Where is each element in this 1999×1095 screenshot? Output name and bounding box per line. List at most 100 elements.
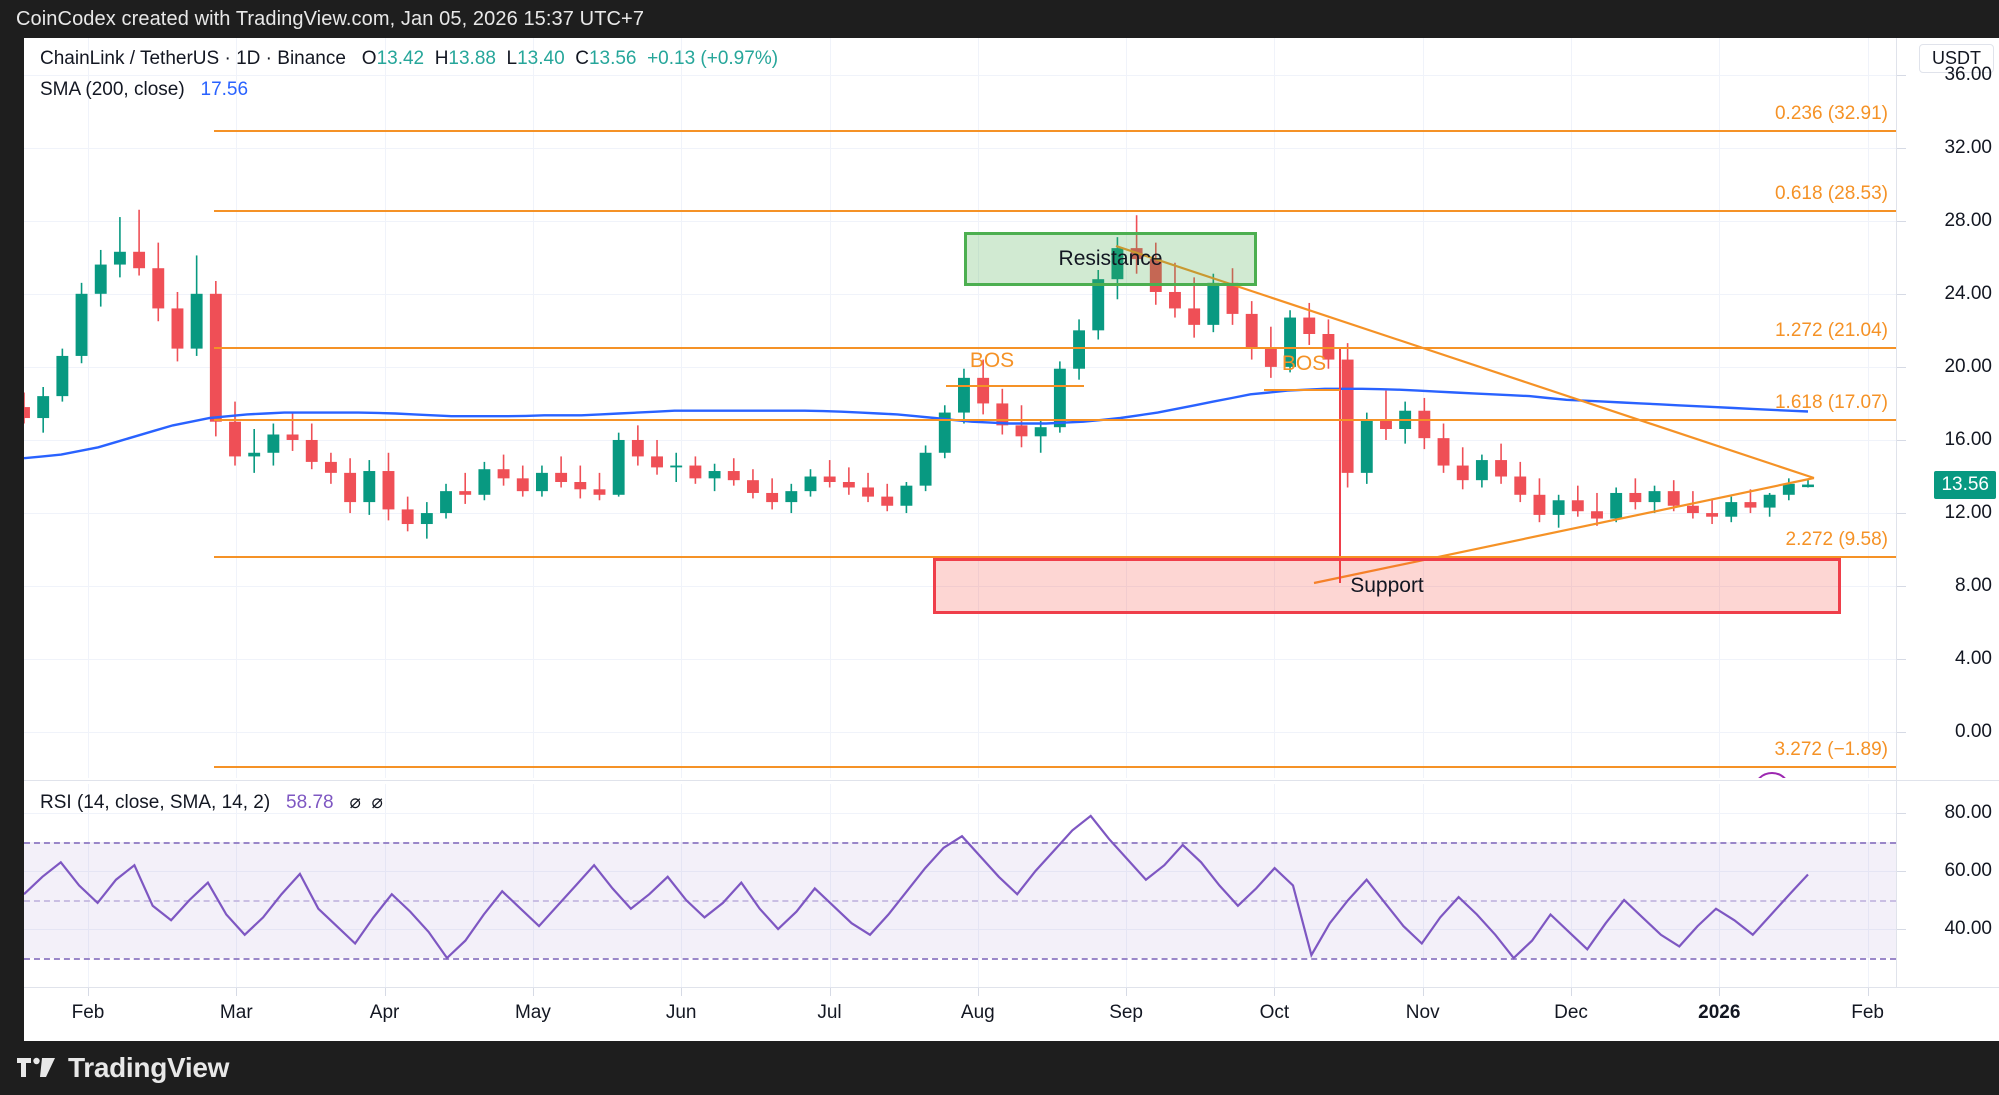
fib-level-label: 3.272 (−1.89) bbox=[1774, 738, 1888, 760]
legend-close-key: C bbox=[575, 48, 589, 69]
price-axis[interactable]: USDT 36.00 32.00 28.00 24.00 20.00 16.00 12.00… bbox=[1896, 38, 1999, 987]
fib-level-line[interactable] bbox=[214, 346, 1896, 349]
time-axis-tick bbox=[829, 988, 831, 996]
chart-canvas[interactable]: 0.236 (32.91) 0.618 (28.53) 1.272 (21.04) 1… bbox=[24, 38, 1999, 1042]
time-gridline bbox=[1422, 38, 1424, 778]
price-axis-unit[interactable]: USDT bbox=[1919, 44, 1994, 73]
legend-high-key: H bbox=[434, 48, 449, 69]
fib-level-line[interactable] bbox=[214, 765, 1896, 768]
rsi-legend[interactable]: RSI (14, close, SMA, 14, 2) 58.78 ⌀ ⌀ bbox=[40, 788, 383, 817]
bos-label-left: BOS bbox=[969, 349, 1015, 372]
legend-dot-1: · bbox=[224, 48, 237, 69]
rsi-time-gridline bbox=[1867, 784, 1869, 987]
time-axis-tick bbox=[1422, 988, 1424, 996]
watermark-bar: CoinCodex created with TradingView.com, … bbox=[0, 0, 1999, 38]
price-legend[interactable]: ChainLink / TetherUS · 1D · Binance O 13.… bbox=[40, 44, 778, 105]
legend-dot-2: · bbox=[265, 48, 278, 69]
rsi-extra-1: ⌀ bbox=[349, 792, 361, 813]
time-axis-label: Feb bbox=[71, 1002, 105, 1023]
rsi-extra-2: ⌀ bbox=[371, 792, 383, 813]
time-axis-label: Aug bbox=[960, 1002, 995, 1023]
time-axis[interactable]: Feb Mar Apr May Jun Jul Aug Sep Oct Nov Dec 2026 Feb bbox=[24, 987, 1999, 1042]
time-gridline bbox=[829, 38, 831, 778]
time-axis-tick bbox=[1867, 988, 1869, 996]
price-axis-label: 12.00 bbox=[1944, 502, 1992, 524]
rsi-level-30 bbox=[24, 958, 1896, 960]
time-axis-label: Nov bbox=[1405, 1002, 1440, 1023]
time-axis-label: Dec bbox=[1554, 1002, 1588, 1023]
sma-indicator-title[interactable]: SMA (200, close) bbox=[40, 79, 185, 101]
time-axis-label: Apr bbox=[369, 1002, 400, 1023]
time-axis-label: Feb bbox=[1851, 1002, 1884, 1023]
fib-level-line[interactable] bbox=[214, 130, 1896, 132]
rsi-axis-tick bbox=[1897, 813, 1906, 814]
pane-divider[interactable] bbox=[24, 780, 1999, 781]
rsi-indicator-title[interactable]: RSI (14, close, SMA, 14, 2) bbox=[40, 792, 271, 813]
time-axis-tick bbox=[1274, 988, 1276, 996]
time-axis-label: Mar bbox=[219, 1002, 253, 1023]
fib-level-label: 1.618 (17.07) bbox=[1774, 392, 1888, 414]
legend-exchange[interactable]: Binance bbox=[277, 48, 346, 69]
fib-level-label: 0.236 (32.91) bbox=[1774, 103, 1888, 124]
time-axis-label: Sep bbox=[1109, 1002, 1143, 1023]
rsi-axis-label: 60.00 bbox=[1944, 860, 1992, 881]
rsi-axis-label: 80.00 bbox=[1944, 802, 1992, 823]
price-axis-tick bbox=[1897, 659, 1906, 661]
rsi-gridline bbox=[24, 813, 1896, 814]
tradingview-brand[interactable]: TradingView bbox=[0, 1052, 229, 1084]
current-price-label[interactable]: 13.56 bbox=[1934, 470, 1996, 499]
sma-indicator-value: 17.56 bbox=[200, 79, 249, 101]
time-axis-tick bbox=[1126, 988, 1128, 996]
legend-change: +0.13 (+0.97%) bbox=[647, 48, 779, 69]
time-gridline bbox=[977, 38, 979, 778]
legend-sma-row[interactable]: SMA (200, close) 17.56 bbox=[40, 75, 778, 104]
footer-bar: TradingView bbox=[0, 1041, 1999, 1095]
sma-200-line bbox=[24, 387, 1809, 460]
price-axis-tick bbox=[1897, 147, 1906, 149]
rsi-pane[interactable]: RSI (14, close, SMA, 14, 2) 58.78 ⌀ ⌀ bbox=[24, 784, 1896, 987]
price-axis-label: 16.00 bbox=[1944, 428, 1992, 450]
legend-main-row[interactable]: ChainLink / TetherUS · 1D · Binance O 13.… bbox=[40, 44, 778, 73]
time-axis-label: May bbox=[514, 1002, 551, 1023]
fib-level-label: 2.272 (9.58) bbox=[1785, 529, 1888, 551]
legend-high-value: 13.88 bbox=[448, 48, 496, 69]
price-axis-label: 36.00 bbox=[1944, 63, 1992, 85]
legend-low-value: 13.40 bbox=[517, 48, 565, 69]
rsi-axis-tick bbox=[1897, 871, 1906, 872]
price-axis-tick bbox=[1897, 74, 1906, 76]
price-gridline bbox=[24, 220, 1896, 222]
time-axis-label: Jun bbox=[665, 1002, 697, 1023]
price-gridline bbox=[24, 293, 1896, 295]
time-axis-tick bbox=[1571, 988, 1572, 996]
fib-level-line[interactable] bbox=[214, 210, 1896, 213]
time-gridline bbox=[1719, 38, 1721, 778]
time-axis-tick bbox=[236, 988, 238, 996]
price-gridline bbox=[24, 439, 1896, 441]
price-axis-label: 24.00 bbox=[1944, 282, 1992, 304]
price-axis-label: 28.00 bbox=[1944, 209, 1992, 231]
price-pane[interactable]: 0.236 (32.91) 0.618 (28.53) 1.272 (21.04) 1… bbox=[24, 38, 1896, 778]
fib-level-line[interactable] bbox=[214, 556, 1896, 559]
support-label: Support bbox=[1350, 574, 1424, 597]
fib-level-line[interactable] bbox=[214, 419, 1896, 422]
price-axis-label: 4.00 bbox=[1955, 648, 1992, 670]
resistance-zone-box[interactable]: Resistance bbox=[964, 232, 1257, 286]
time-axis-label: Oct bbox=[1259, 1002, 1290, 1023]
time-axis-tick bbox=[384, 988, 386, 996]
support-zone-box[interactable]: Support bbox=[933, 558, 1841, 614]
rsi-indicator-value: 58.78 bbox=[286, 792, 334, 813]
price-axis-tick bbox=[1897, 513, 1906, 515]
time-axis-tick bbox=[532, 988, 534, 996]
legend-open-key: O bbox=[361, 48, 377, 69]
time-gridline bbox=[236, 38, 238, 778]
time-axis-tick bbox=[1719, 988, 1721, 996]
time-axis-label: 2026 bbox=[1698, 1002, 1741, 1023]
time-gridline bbox=[1867, 38, 1869, 778]
price-gridline bbox=[24, 659, 1896, 661]
legend-interval[interactable]: 1D bbox=[236, 48, 261, 69]
time-axis-tick bbox=[977, 988, 979, 996]
time-gridline bbox=[1274, 38, 1276, 778]
lightning-bolt-icon[interactable] bbox=[1753, 772, 1791, 778]
fib-level-label: 0.618 (28.53) bbox=[1774, 183, 1888, 205]
legend-symbol[interactable]: ChainLink / TetherUS bbox=[40, 48, 220, 69]
